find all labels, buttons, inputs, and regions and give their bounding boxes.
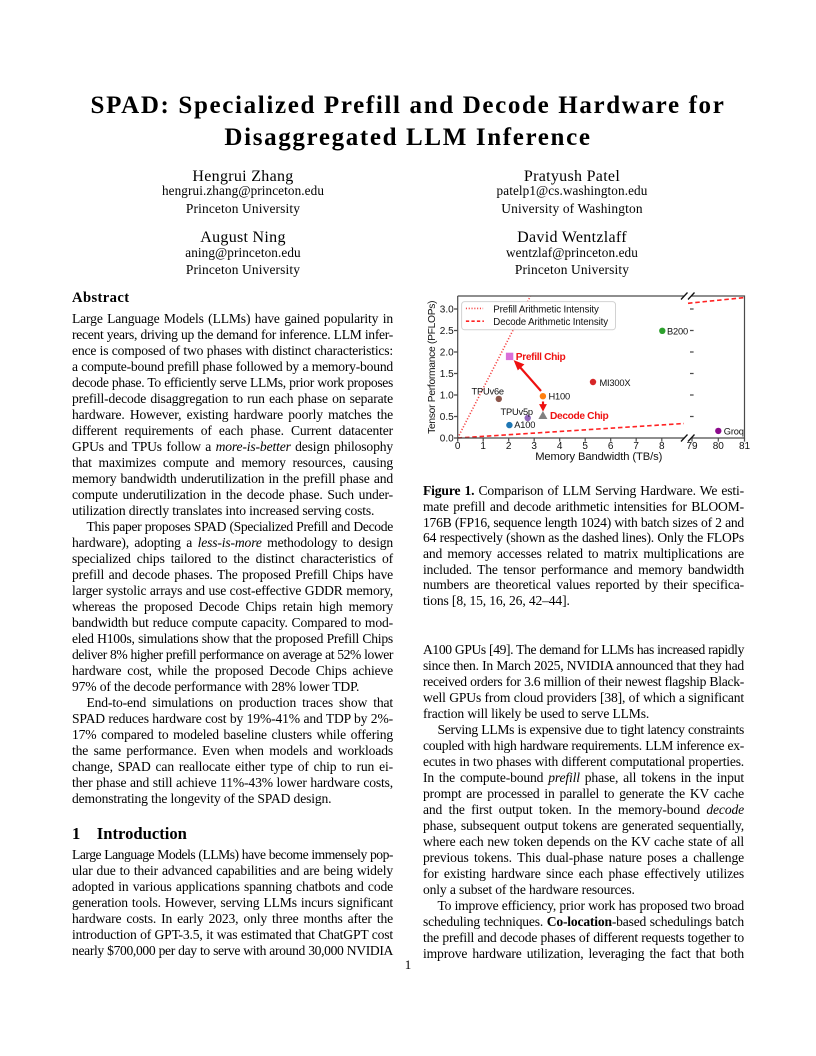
svg-text:7: 7 (633, 441, 639, 452)
svg-text:3.0: 3.0 (440, 304, 454, 315)
svg-text:2.0: 2.0 (440, 347, 454, 358)
svg-text:MI300X: MI300X (600, 378, 631, 388)
svg-text:4: 4 (557, 441, 563, 452)
svg-text:Prefill Arithmetic Intensity: Prefill Arithmetic Intensity (493, 304, 599, 315)
svg-text:79: 79 (686, 441, 698, 452)
svg-text:0.0: 0.0 (440, 433, 454, 444)
svg-text:0.5: 0.5 (440, 412, 454, 423)
svg-text:B200: B200 (667, 326, 688, 336)
svg-text:Prefill Chip: Prefill Chip (516, 352, 566, 363)
svg-text:A100: A100 (514, 420, 535, 430)
svg-text:2.5: 2.5 (440, 326, 454, 337)
svg-text:1: 1 (480, 441, 486, 452)
svg-text:Groq: Groq (724, 426, 744, 436)
svg-text:Memory Bandwidth (TB/s): Memory Bandwidth (TB/s) (535, 451, 662, 463)
svg-text:Decode Arithmetic Intensity: Decode Arithmetic Intensity (493, 317, 608, 328)
svg-text:1.0: 1.0 (440, 390, 454, 401)
svg-text:80: 80 (713, 441, 725, 452)
svg-text:TPUv5p: TPUv5p (501, 407, 533, 417)
svg-text:2: 2 (506, 441, 512, 452)
svg-text:81: 81 (739, 441, 751, 452)
svg-text:6: 6 (608, 441, 614, 452)
svg-text:8: 8 (659, 441, 665, 452)
svg-text:TPUv6e: TPUv6e (472, 386, 504, 396)
svg-text:Tensor Performance (PFLOPs): Tensor Performance (PFLOPs) (427, 301, 438, 434)
svg-text:Decode Chip: Decode Chip (550, 411, 609, 422)
svg-text:3: 3 (531, 441, 537, 452)
svg-text:H100: H100 (549, 392, 570, 402)
svg-text:0: 0 (455, 441, 461, 452)
svg-text:1.5: 1.5 (440, 369, 454, 380)
svg-text:5: 5 (582, 441, 588, 452)
